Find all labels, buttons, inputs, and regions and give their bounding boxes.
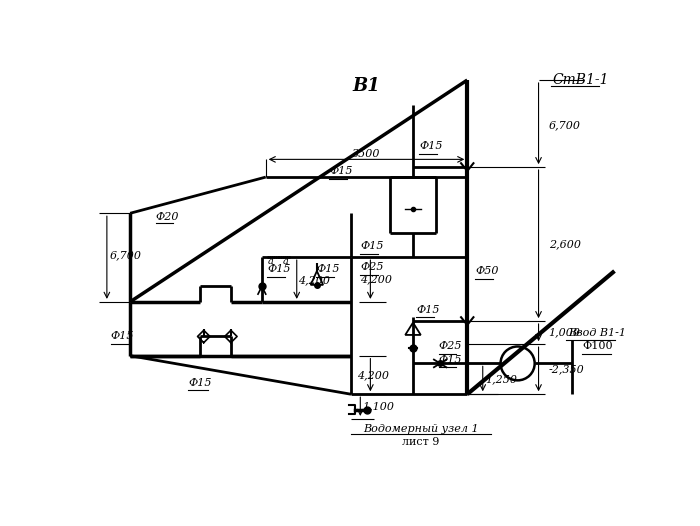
Text: -2,350: -2,350	[549, 364, 584, 374]
Text: Ф15: Ф15	[188, 378, 211, 388]
Text: Ф50: Ф50	[475, 266, 498, 276]
Text: лист 9: лист 9	[402, 437, 440, 447]
Text: Ф15: Ф15	[267, 265, 290, 275]
Text: Водомерный узел 1: Водомерный узел 1	[363, 424, 479, 434]
Text: 3500: 3500	[352, 149, 381, 159]
Text: Ф100: Ф100	[582, 341, 612, 351]
Text: 4,200: 4,200	[298, 275, 330, 285]
Text: a: a	[268, 257, 274, 266]
Text: Ф15: Ф15	[111, 331, 134, 341]
Text: Ф25: Ф25	[360, 262, 384, 272]
Text: Ф15: Ф15	[329, 166, 353, 176]
Text: Ввод В1-1: Ввод В1-1	[568, 328, 626, 338]
Text: 6,700: 6,700	[549, 120, 580, 130]
Text: Ф15: Ф15	[360, 241, 384, 251]
Text: a: a	[283, 257, 288, 266]
Text: 2,600: 2,600	[549, 239, 580, 249]
Text: Ф15: Ф15	[439, 355, 462, 365]
Text: Ф15: Ф15	[316, 265, 340, 275]
Text: СтВ1-1: СтВ1-1	[552, 73, 609, 87]
Text: 1,100: 1,100	[362, 401, 394, 411]
Text: 1,000: 1,000	[549, 328, 580, 338]
Text: Ф15: Ф15	[416, 305, 440, 315]
Text: Ф15: Ф15	[419, 141, 442, 151]
Text: Ф20: Ф20	[155, 212, 179, 222]
Text: 1,250: 1,250	[485, 374, 517, 384]
Text: Ф25: Ф25	[439, 341, 462, 351]
Text: В1: В1	[353, 77, 380, 95]
Text: 6,700: 6,700	[109, 250, 141, 260]
Text: 4,200: 4,200	[357, 370, 389, 380]
Text: 4,200: 4,200	[360, 274, 392, 284]
